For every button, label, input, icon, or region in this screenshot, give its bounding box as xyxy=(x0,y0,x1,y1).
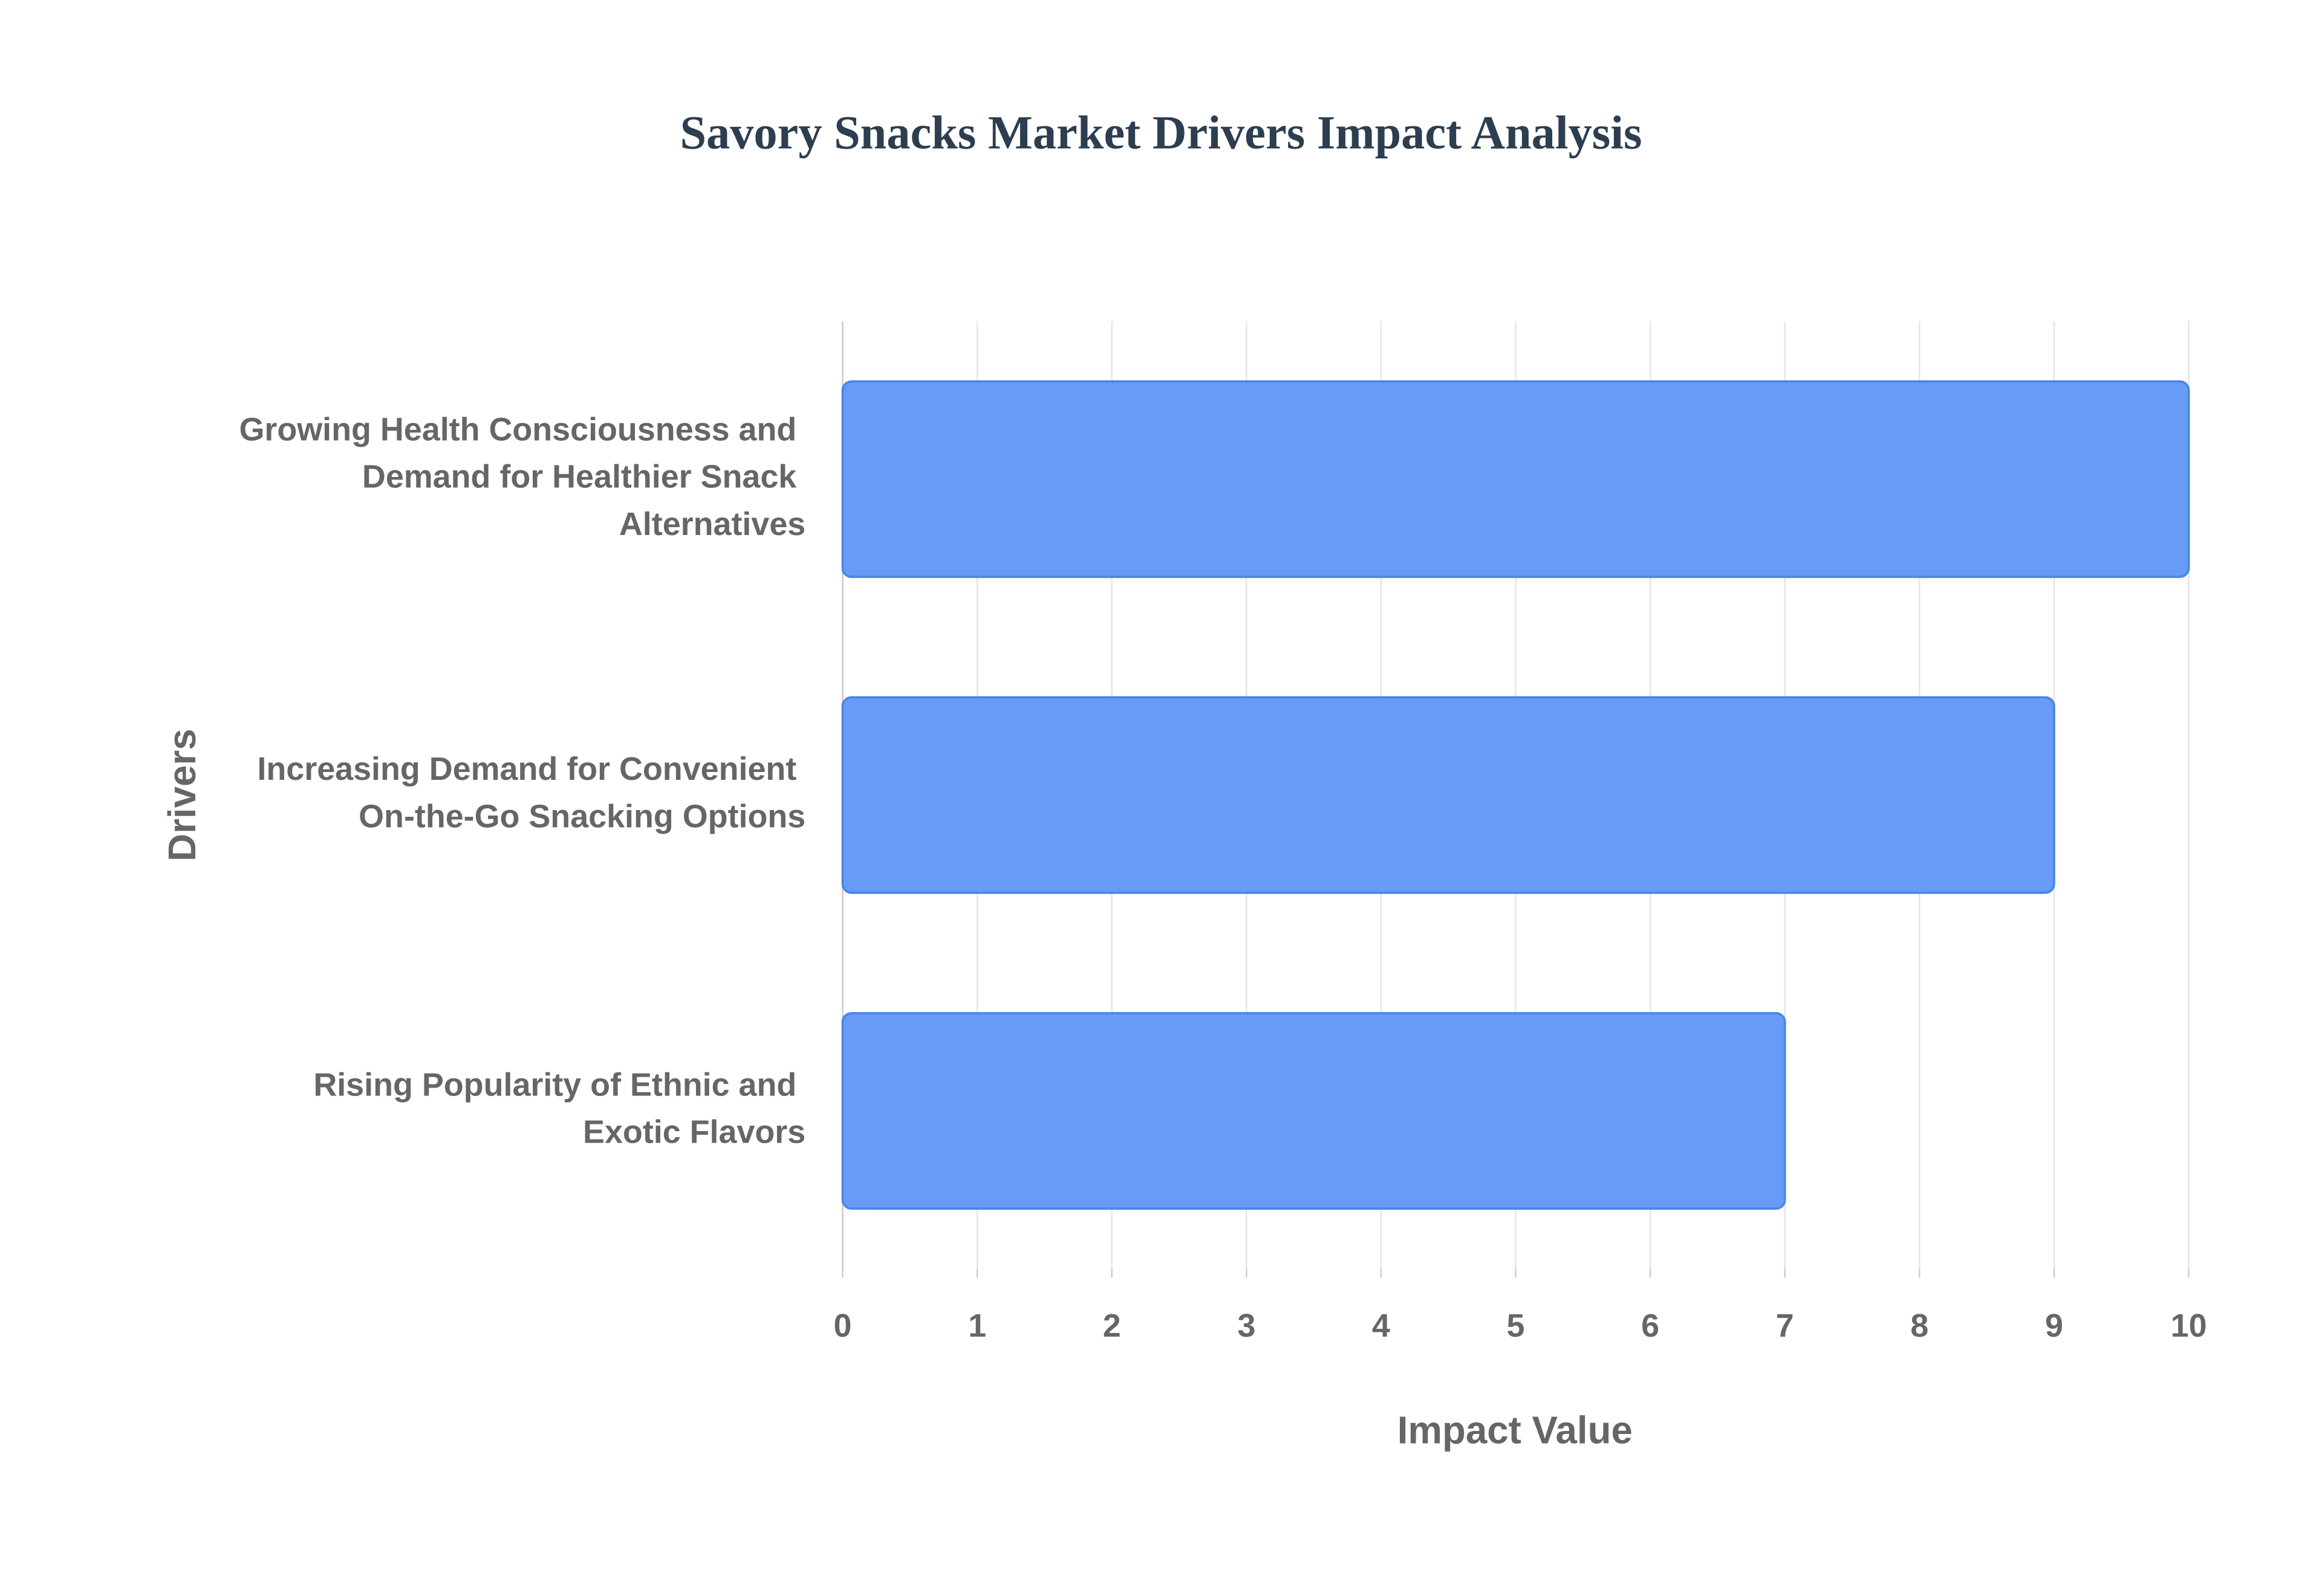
bar xyxy=(841,696,2055,894)
x-axis-title: Impact Value xyxy=(1397,1409,1633,1452)
y-tick-label: Growing Health Consciousness and Demand … xyxy=(239,412,806,543)
y-tick-label: Increasing Demand for Convenient On-the-… xyxy=(257,751,805,834)
y-axis-title: Drivers xyxy=(161,728,204,861)
x-tick-label: 7 xyxy=(1776,1308,1794,1344)
x-tick-label: 10 xyxy=(2171,1308,2207,1344)
chart-title: Savory Snacks Market Drivers Impact Anal… xyxy=(680,106,1642,159)
x-tick-label: 8 xyxy=(1910,1308,1928,1344)
bar xyxy=(841,1012,1786,1210)
y-tick-label: Rising Popularity of Ethnic and Exotic F… xyxy=(313,1067,805,1150)
x-tick-label: 5 xyxy=(1507,1308,1525,1344)
x-tick-label: 3 xyxy=(1237,1308,1255,1344)
x-tick-label: 2 xyxy=(1103,1308,1121,1344)
x-tick-label: 4 xyxy=(1372,1308,1390,1344)
x-tick-label: 9 xyxy=(2045,1308,2063,1344)
x-tick-label: 1 xyxy=(968,1308,986,1344)
bar xyxy=(841,380,2190,579)
x-tick-label: 0 xyxy=(833,1308,851,1344)
x-tick-label: 6 xyxy=(1641,1308,1659,1344)
